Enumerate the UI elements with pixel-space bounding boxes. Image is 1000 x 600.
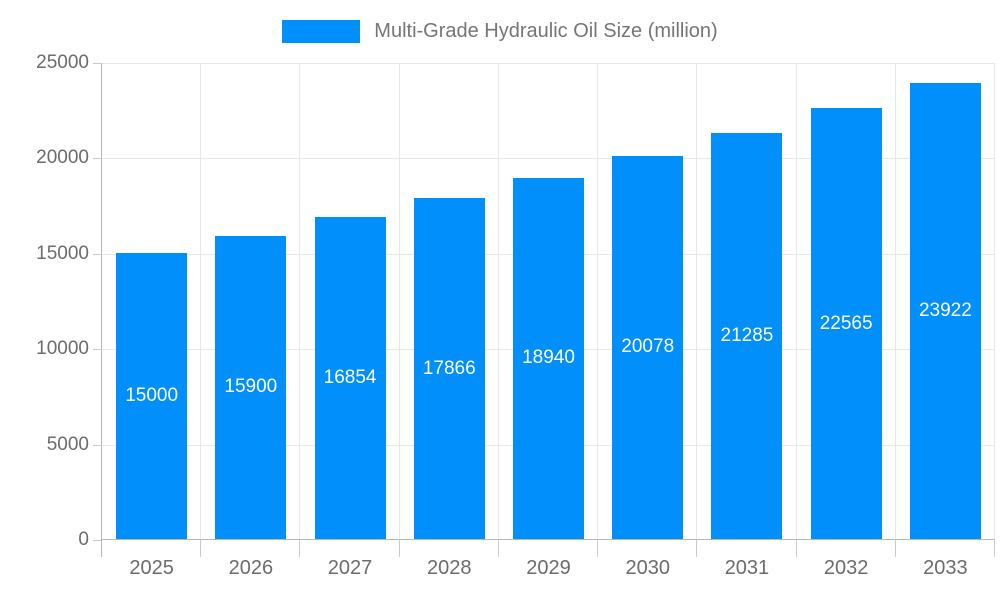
x-axis-tick bbox=[795, 539, 797, 557]
bar-value-label: 17866 bbox=[422, 357, 476, 379]
x-axis-label-2028: 2028 bbox=[427, 557, 472, 579]
x-axis-label-2025: 2025 bbox=[129, 557, 174, 579]
x-axis-label-2032: 2032 bbox=[823, 557, 869, 579]
legend-series-label[interactable]: Multi-Grade Hydraulic Oil Size (million) bbox=[374, 20, 718, 42]
legend-swatch[interactable] bbox=[282, 19, 361, 43]
horizontal-gridline bbox=[102, 158, 994, 160]
x-axis-tick bbox=[696, 539, 698, 557]
x-axis-tick bbox=[597, 539, 599, 557]
bar-2028[interactable]: 17866 bbox=[413, 198, 485, 539]
vertical-gridline bbox=[200, 63, 202, 539]
x-axis-tick bbox=[894, 539, 896, 557]
vertical-gridline bbox=[894, 63, 896, 539]
y-axis-tick bbox=[93, 349, 102, 351]
horizontal-gridline bbox=[102, 63, 994, 64]
bar-value-label: 23922 bbox=[918, 299, 972, 321]
y-axis-label: 25000 bbox=[36, 52, 89, 73]
bar-2030[interactable]: 20078 bbox=[612, 155, 684, 539]
bar-value-label: 20078 bbox=[621, 336, 675, 358]
bar-2032[interactable]: 22565 bbox=[810, 108, 882, 539]
vertical-gridline bbox=[597, 63, 599, 539]
x-axis-tick bbox=[200, 539, 202, 557]
bar-2025[interactable]: 15000 bbox=[116, 252, 188, 539]
x-axis-tick bbox=[398, 539, 400, 557]
vertical-gridline bbox=[795, 63, 797, 539]
bar-2031[interactable]: 21285 bbox=[711, 132, 783, 539]
bar-2033[interactable]: 23922 bbox=[909, 82, 981, 539]
x-axis-tick bbox=[994, 539, 995, 557]
vertical-gridline bbox=[994, 63, 995, 539]
legend: Multi-Grade Hydraulic Oil Size (million) bbox=[0, 19, 1000, 43]
x-axis-tick bbox=[101, 539, 102, 557]
x-axis-label-2029: 2029 bbox=[526, 557, 571, 579]
bar-2027[interactable]: 16854 bbox=[314, 217, 386, 539]
bar-value-label: 15000 bbox=[125, 384, 179, 406]
x-axis-label-2030: 2030 bbox=[625, 557, 670, 579]
bar-value-label: 15900 bbox=[224, 376, 278, 398]
vertical-gridline bbox=[299, 63, 301, 539]
x-axis-tick bbox=[299, 539, 301, 557]
x-axis-label-2026: 2026 bbox=[228, 557, 274, 579]
x-axis-label-2031: 2031 bbox=[724, 557, 770, 579]
bar-value-label: 22565 bbox=[819, 312, 873, 334]
vertical-gridline bbox=[497, 63, 499, 539]
y-axis-label: 20000 bbox=[36, 147, 89, 169]
y-axis-tick bbox=[93, 158, 102, 160]
bar-value-label: 16854 bbox=[323, 367, 377, 389]
y-axis-tick bbox=[93, 253, 102, 255]
vertical-gridline bbox=[398, 63, 400, 539]
y-axis-label: 15000 bbox=[36, 242, 89, 264]
y-axis-tick bbox=[93, 540, 102, 541]
bar-2029[interactable]: 18940 bbox=[513, 177, 584, 539]
bar-value-label: 18940 bbox=[522, 347, 575, 369]
y-axis-tick bbox=[93, 63, 102, 64]
bar-2026[interactable]: 15900 bbox=[215, 235, 287, 539]
plot-area: 0 5000 10000 15000 20000 25000 15000 2025 15900 2… bbox=[36, 52, 995, 579]
x-axis-tick bbox=[497, 539, 499, 557]
y-axis-label: 0 bbox=[78, 529, 89, 550]
vertical-gridline bbox=[696, 63, 698, 539]
y-axis-label: 5000 bbox=[46, 433, 89, 455]
x-axis-label-2033: 2033 bbox=[923, 557, 968, 579]
y-axis-label: 10000 bbox=[36, 338, 89, 360]
y-axis-tick bbox=[93, 444, 102, 446]
bar-value-label: 21285 bbox=[720, 324, 774, 346]
x-axis-label-2027: 2027 bbox=[327, 557, 373, 579]
